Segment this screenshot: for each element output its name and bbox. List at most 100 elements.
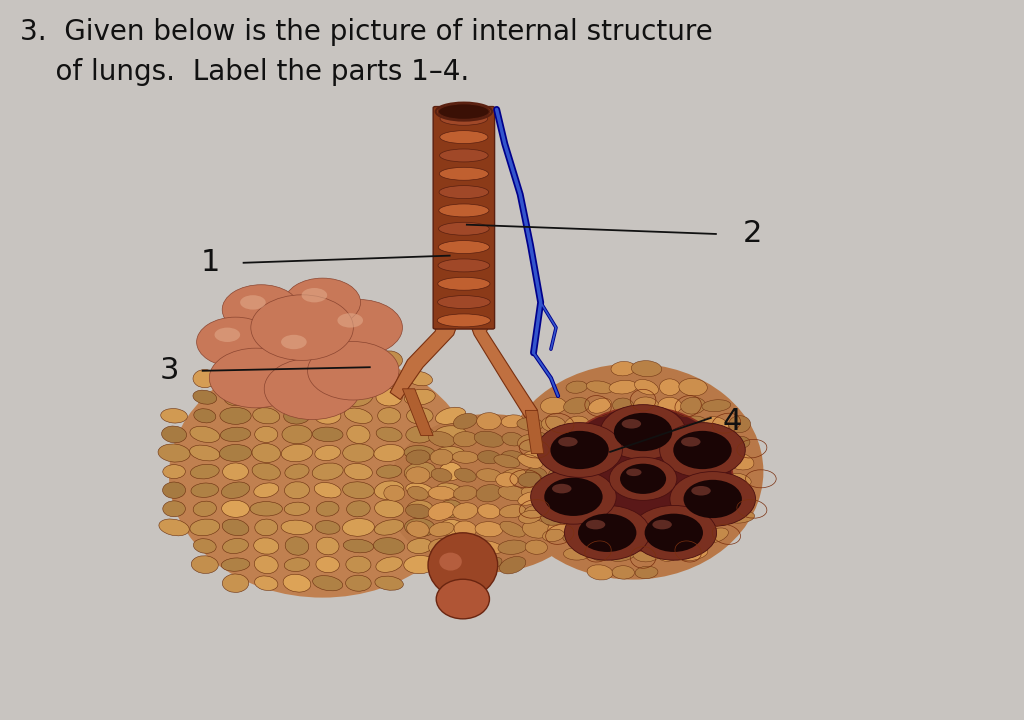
Ellipse shape: [500, 521, 525, 537]
Ellipse shape: [403, 556, 436, 574]
Ellipse shape: [564, 505, 650, 560]
Ellipse shape: [315, 371, 340, 386]
Ellipse shape: [454, 521, 476, 537]
Ellipse shape: [658, 528, 682, 544]
Ellipse shape: [612, 490, 635, 507]
Ellipse shape: [439, 462, 462, 481]
Ellipse shape: [439, 500, 462, 518]
Ellipse shape: [658, 397, 682, 414]
Ellipse shape: [656, 509, 684, 525]
Ellipse shape: [657, 416, 683, 432]
Ellipse shape: [281, 370, 313, 387]
Ellipse shape: [705, 528, 728, 543]
Ellipse shape: [285, 502, 309, 516]
Ellipse shape: [315, 521, 340, 534]
Ellipse shape: [404, 446, 435, 461]
Ellipse shape: [478, 504, 500, 518]
Ellipse shape: [475, 521, 503, 537]
Ellipse shape: [374, 538, 404, 554]
Ellipse shape: [565, 436, 588, 449]
FancyBboxPatch shape: [433, 107, 495, 329]
Ellipse shape: [439, 186, 488, 199]
Ellipse shape: [542, 472, 565, 487]
Text: 2: 2: [743, 220, 762, 248]
Ellipse shape: [438, 277, 490, 290]
Ellipse shape: [631, 361, 662, 377]
Ellipse shape: [476, 485, 502, 502]
Ellipse shape: [609, 546, 638, 562]
Ellipse shape: [502, 364, 764, 580]
Ellipse shape: [632, 528, 660, 542]
Text: 3.  Given below is the picture of internal structure: 3. Given below is the picture of interna…: [20, 18, 714, 46]
Ellipse shape: [282, 444, 312, 462]
Ellipse shape: [438, 222, 489, 235]
Ellipse shape: [375, 576, 403, 590]
Ellipse shape: [679, 379, 708, 396]
Ellipse shape: [406, 467, 430, 484]
Ellipse shape: [553, 407, 733, 551]
Ellipse shape: [406, 426, 434, 443]
Ellipse shape: [524, 505, 548, 518]
Ellipse shape: [477, 413, 501, 430]
Ellipse shape: [428, 486, 455, 500]
Ellipse shape: [408, 486, 428, 500]
Ellipse shape: [251, 294, 353, 361]
Ellipse shape: [611, 528, 636, 543]
Ellipse shape: [431, 468, 452, 482]
Ellipse shape: [343, 444, 374, 462]
Ellipse shape: [158, 444, 190, 462]
Ellipse shape: [589, 528, 610, 542]
Polygon shape: [525, 410, 544, 454]
Ellipse shape: [376, 427, 402, 442]
Ellipse shape: [588, 436, 612, 449]
Ellipse shape: [404, 462, 435, 481]
Ellipse shape: [681, 454, 706, 469]
Ellipse shape: [652, 520, 672, 529]
Ellipse shape: [541, 397, 566, 414]
Ellipse shape: [729, 436, 750, 449]
Ellipse shape: [286, 351, 308, 369]
Ellipse shape: [375, 520, 403, 535]
Ellipse shape: [374, 444, 404, 462]
Ellipse shape: [255, 351, 278, 369]
Ellipse shape: [255, 576, 278, 590]
Ellipse shape: [406, 504, 430, 518]
Ellipse shape: [436, 446, 465, 459]
Ellipse shape: [587, 508, 612, 525]
Ellipse shape: [222, 574, 249, 593]
Ellipse shape: [344, 464, 373, 480]
Ellipse shape: [518, 454, 543, 468]
Ellipse shape: [680, 435, 707, 450]
Ellipse shape: [346, 501, 371, 517]
Ellipse shape: [376, 557, 402, 572]
Ellipse shape: [162, 426, 186, 443]
Ellipse shape: [285, 389, 309, 405]
Ellipse shape: [552, 484, 571, 493]
Ellipse shape: [454, 558, 477, 572]
Ellipse shape: [543, 529, 564, 541]
Ellipse shape: [163, 501, 185, 517]
Ellipse shape: [501, 415, 524, 428]
Ellipse shape: [285, 482, 309, 499]
Ellipse shape: [285, 464, 309, 480]
Ellipse shape: [312, 427, 343, 441]
Ellipse shape: [518, 492, 543, 505]
Ellipse shape: [701, 400, 731, 412]
Ellipse shape: [314, 300, 402, 356]
Ellipse shape: [222, 284, 300, 335]
Ellipse shape: [474, 431, 504, 447]
Ellipse shape: [209, 348, 303, 408]
Ellipse shape: [285, 537, 309, 555]
Ellipse shape: [541, 508, 566, 526]
Ellipse shape: [407, 500, 433, 517]
Ellipse shape: [659, 423, 745, 477]
Ellipse shape: [264, 358, 360, 420]
Ellipse shape: [428, 502, 455, 521]
Ellipse shape: [161, 408, 187, 423]
Ellipse shape: [657, 492, 682, 505]
Ellipse shape: [219, 444, 252, 462]
Ellipse shape: [658, 546, 681, 562]
Ellipse shape: [429, 522, 454, 536]
Ellipse shape: [194, 501, 216, 516]
Ellipse shape: [587, 490, 613, 507]
